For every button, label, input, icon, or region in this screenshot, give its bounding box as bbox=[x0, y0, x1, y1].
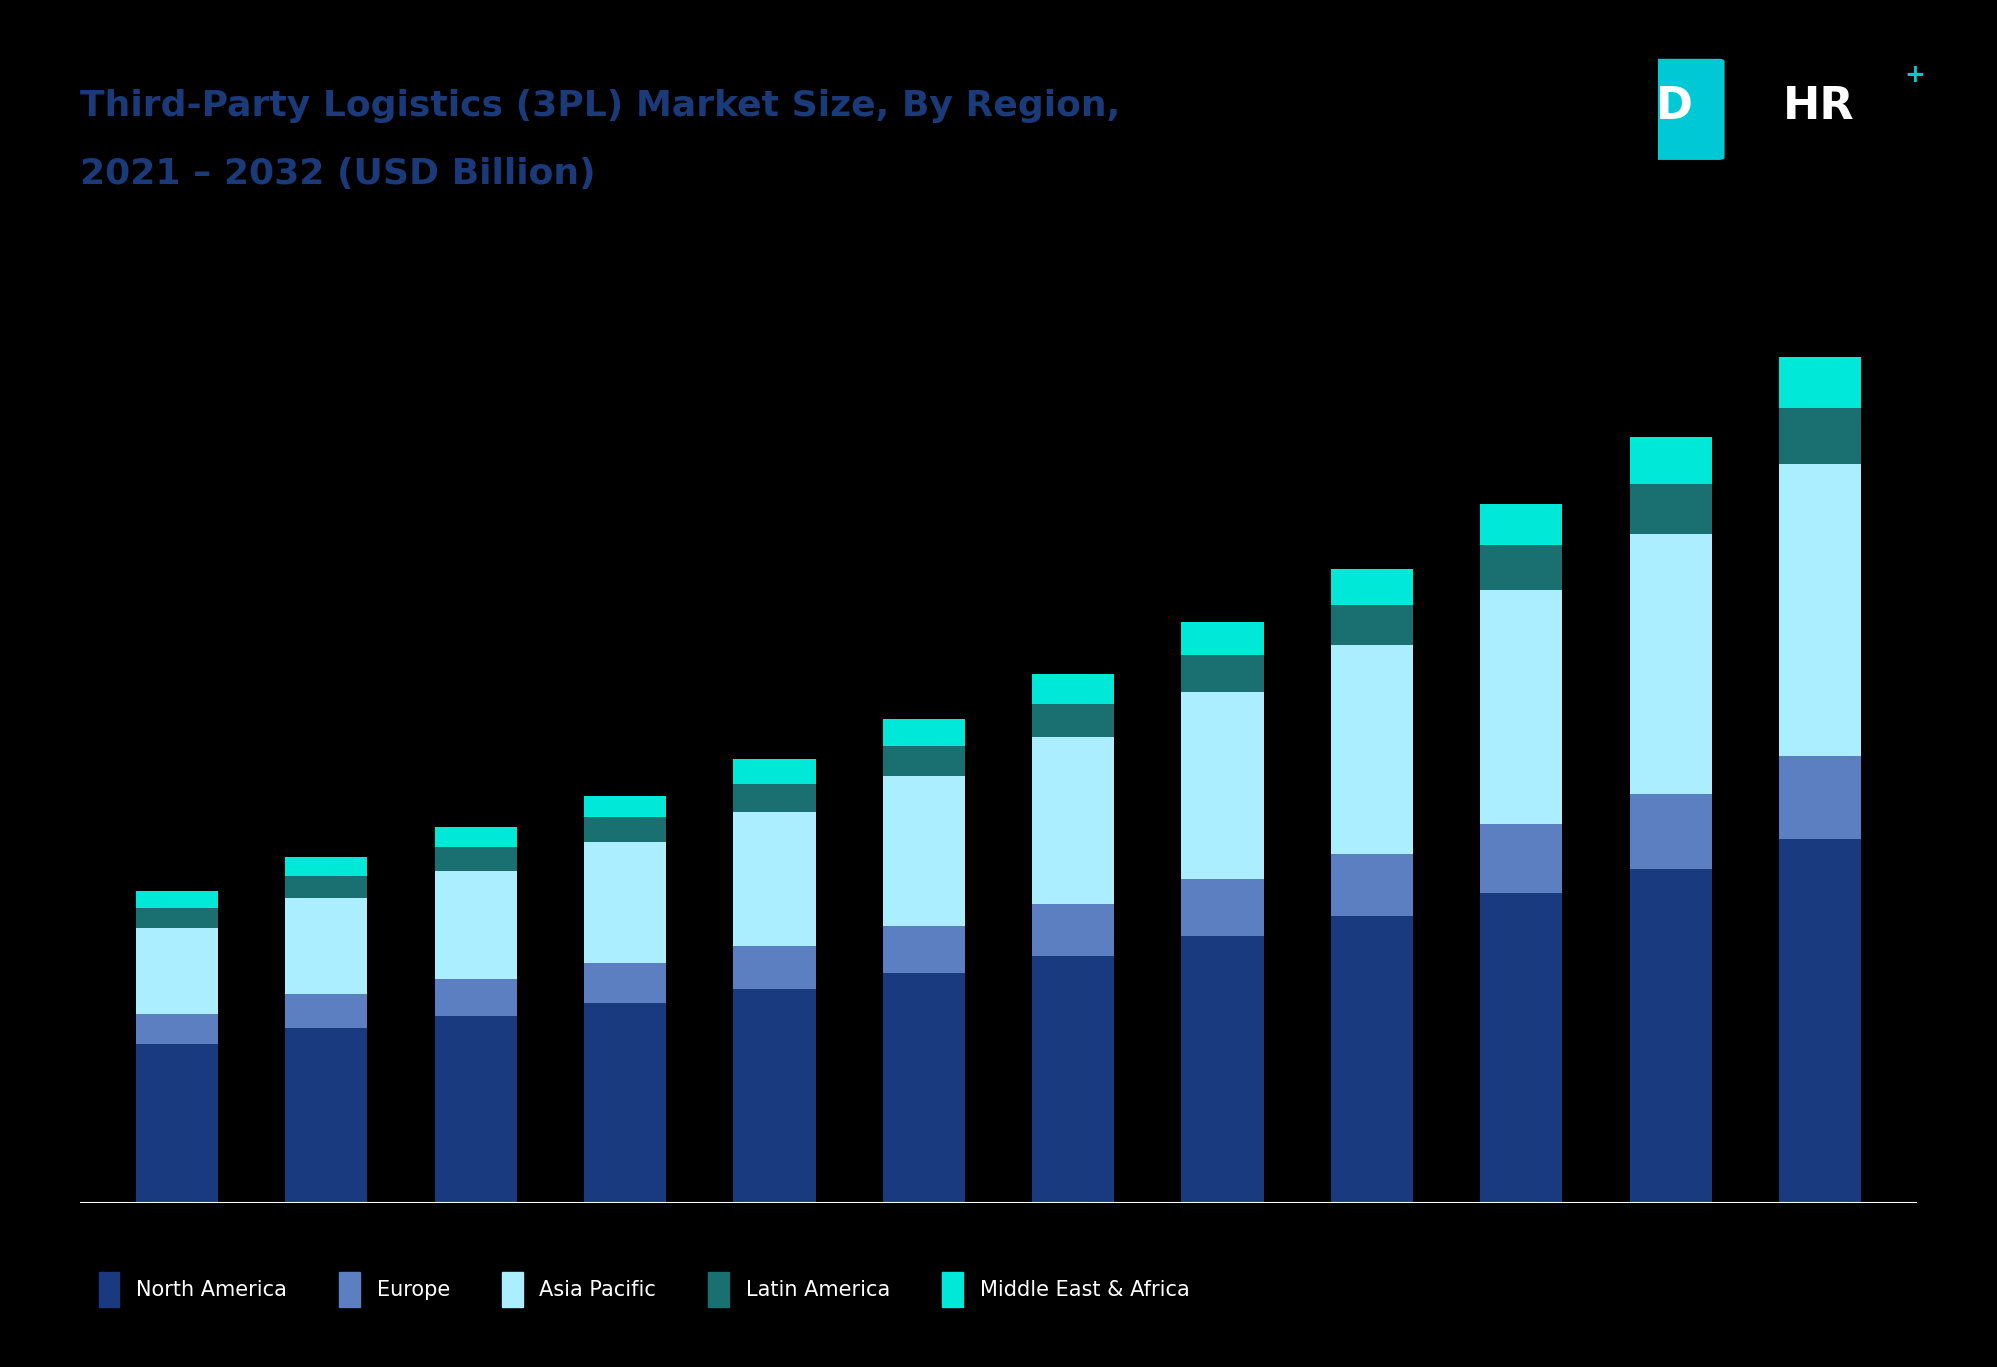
Bar bbox=[1330, 854, 1414, 916]
Bar bbox=[1182, 936, 1264, 1203]
Bar bbox=[286, 857, 367, 876]
Bar bbox=[883, 745, 965, 775]
Bar bbox=[435, 827, 517, 848]
Bar bbox=[1779, 357, 1861, 409]
Bar bbox=[733, 990, 815, 1203]
Bar bbox=[733, 759, 815, 785]
Bar bbox=[1630, 869, 1711, 1203]
Bar bbox=[1630, 437, 1711, 484]
Bar bbox=[1630, 484, 1711, 533]
Text: HR: HR bbox=[1783, 85, 1855, 128]
Bar bbox=[733, 785, 815, 812]
Bar bbox=[583, 796, 667, 817]
Bar bbox=[1032, 674, 1114, 704]
Bar bbox=[1480, 591, 1562, 824]
Bar bbox=[435, 979, 517, 1016]
Bar bbox=[1480, 545, 1562, 591]
Bar bbox=[1032, 737, 1114, 904]
Legend: North America, Europe, Asia Pacific, Latin America, Middle East & Africa: North America, Europe, Asia Pacific, Lat… bbox=[90, 1264, 1198, 1315]
Text: +: + bbox=[1905, 63, 1925, 87]
Bar bbox=[1032, 704, 1114, 737]
Bar bbox=[1330, 569, 1414, 606]
FancyBboxPatch shape bbox=[1652, 59, 1725, 160]
Bar bbox=[286, 876, 367, 898]
Bar bbox=[1779, 839, 1861, 1203]
Bar bbox=[1182, 656, 1264, 692]
Bar bbox=[1330, 645, 1414, 854]
Bar bbox=[1779, 463, 1861, 756]
Text: D: D bbox=[1656, 85, 1693, 128]
Bar bbox=[583, 842, 667, 962]
Bar bbox=[1182, 622, 1264, 656]
Bar bbox=[435, 871, 517, 979]
Bar bbox=[435, 1016, 517, 1203]
Bar bbox=[1330, 606, 1414, 645]
Bar bbox=[286, 994, 367, 1028]
Bar bbox=[733, 812, 815, 946]
Bar bbox=[136, 908, 218, 928]
Text: Third-Party Logistics (3PL) Market Size, By Region,: Third-Party Logistics (3PL) Market Size,… bbox=[80, 89, 1120, 123]
Bar bbox=[1330, 916, 1414, 1203]
Bar bbox=[136, 1044, 218, 1203]
Bar bbox=[583, 962, 667, 1002]
Bar bbox=[1480, 893, 1562, 1203]
Bar bbox=[883, 973, 965, 1203]
Text: 2021 – 2032 (USD Billion): 2021 – 2032 (USD Billion) bbox=[80, 157, 595, 191]
Bar bbox=[1032, 956, 1114, 1203]
Bar bbox=[583, 1002, 667, 1203]
Bar bbox=[1480, 503, 1562, 545]
Bar bbox=[883, 719, 965, 745]
Bar bbox=[286, 898, 367, 994]
Bar bbox=[1630, 533, 1711, 794]
Bar bbox=[1779, 756, 1861, 839]
Bar bbox=[1779, 409, 1861, 463]
Bar bbox=[136, 891, 218, 908]
Bar bbox=[1630, 794, 1711, 869]
Bar bbox=[733, 946, 815, 990]
Bar bbox=[1032, 904, 1114, 956]
Bar bbox=[1182, 879, 1264, 936]
Bar bbox=[435, 848, 517, 871]
Bar bbox=[1480, 824, 1562, 893]
Bar bbox=[583, 817, 667, 842]
Bar bbox=[136, 1014, 218, 1044]
Bar bbox=[883, 775, 965, 925]
Bar bbox=[883, 925, 965, 973]
Bar bbox=[136, 928, 218, 1014]
Bar bbox=[286, 1028, 367, 1203]
Bar bbox=[1182, 692, 1264, 879]
